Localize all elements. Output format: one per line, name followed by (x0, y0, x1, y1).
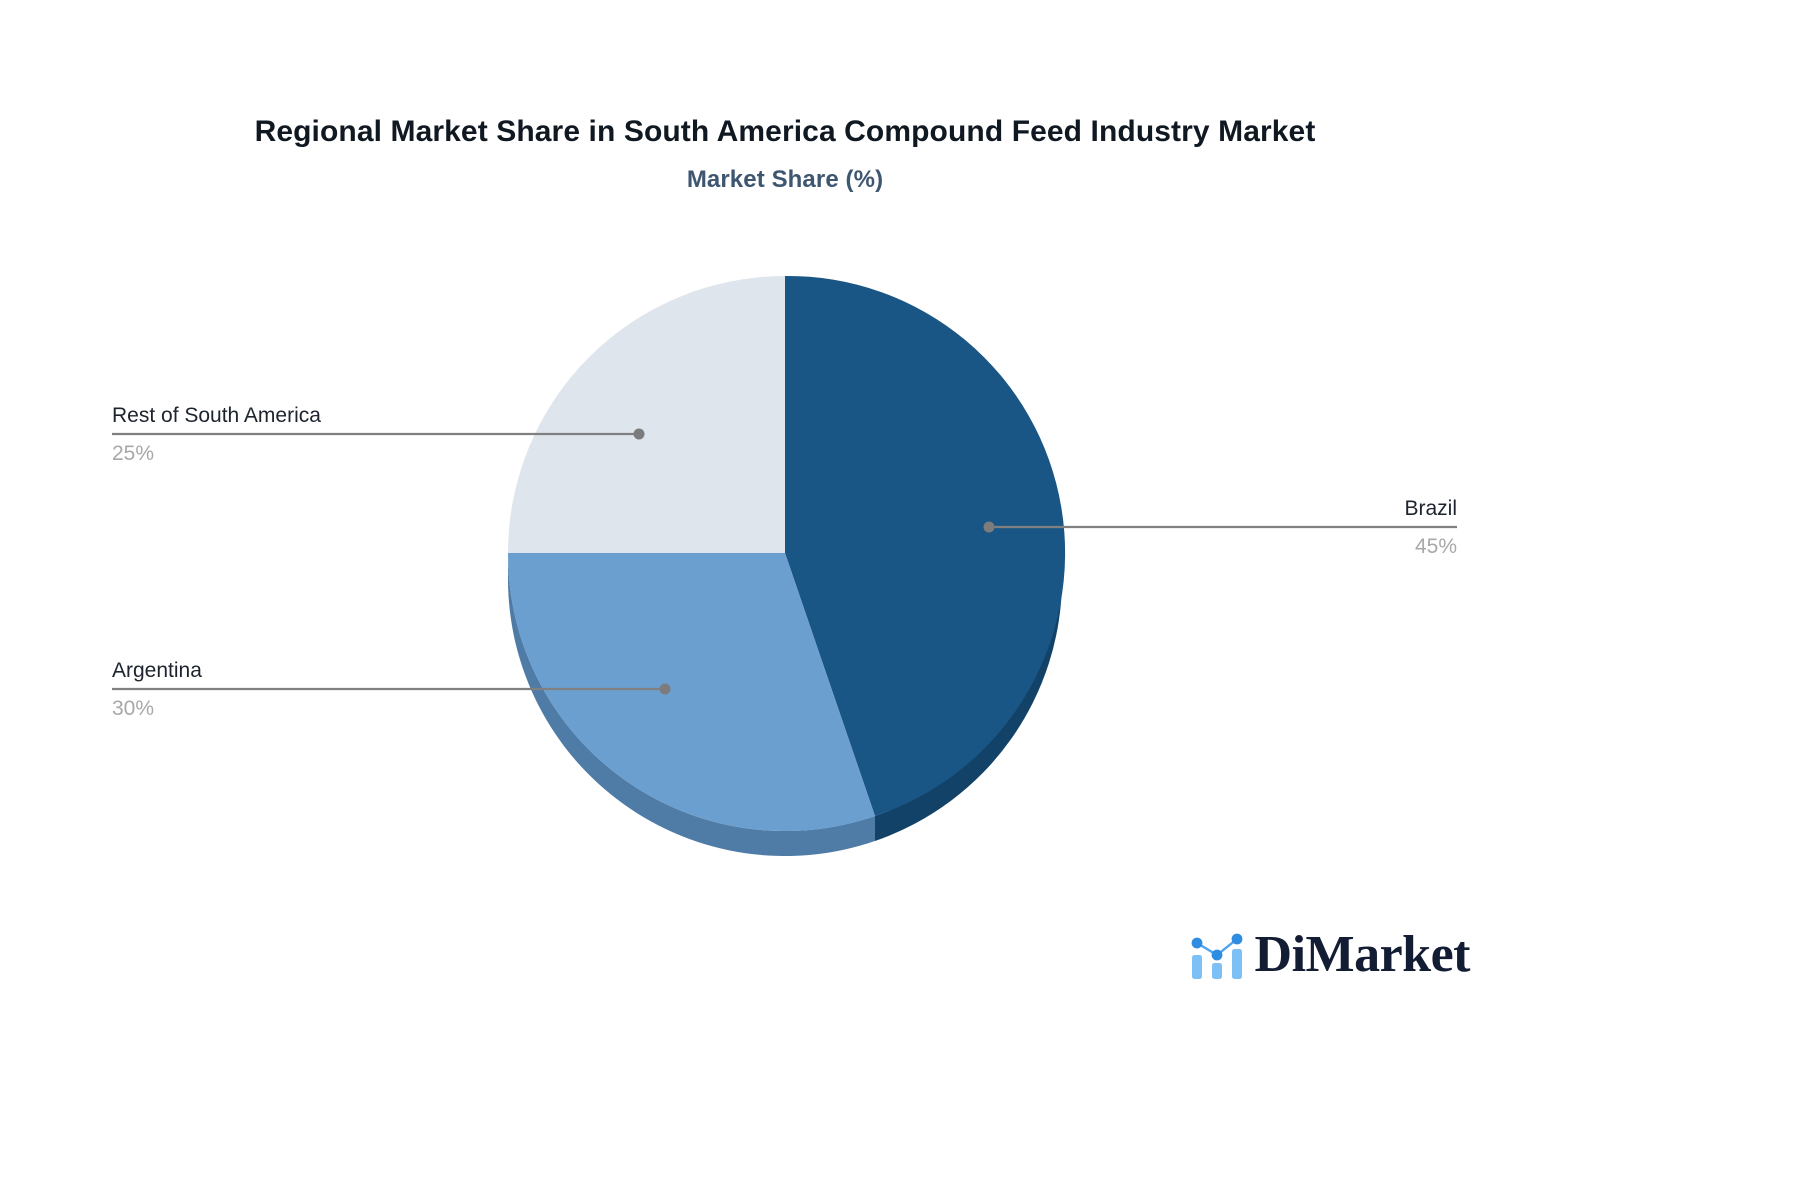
chart-subtitle: Market Share (%) (686, 166, 884, 193)
brand-logo: DiMarket (1189, 926, 1471, 983)
callout-value-rest-of-south-america: 25% (112, 442, 155, 465)
leader-dot-argentina (659, 683, 671, 695)
chart-title: Regional Market Share in South America C… (254, 115, 1316, 148)
callout-value-brazil: 45% (1414, 535, 1457, 558)
callout-brazil: Brazil 45% (1404, 495, 1457, 561)
slice-argentina[interactable] (507, 553, 875, 832)
leader-dot-brazil (983, 521, 995, 533)
slice-rest-of-south-america[interactable] (508, 276, 785, 553)
callout-argentina: Argentina 30% (112, 657, 202, 723)
leader-dot-rest-of-south-america (633, 428, 645, 440)
bar-chart-icon (1191, 933, 1242, 979)
callout-rest-of-south-america: Rest of South America 25% (112, 402, 321, 468)
callout-label-argentina: Argentina (112, 659, 202, 682)
slice-brazil[interactable] (785, 275, 1066, 816)
pie-top-layer (507, 275, 1066, 832)
leader-lines (112, 428, 1457, 695)
slice-depth-argentina (507, 553, 875, 857)
callout-value-argentina: 30% (112, 697, 155, 720)
callout-label-brazil: Brazil (1404, 497, 1457, 520)
callout-label-rest-of-south-america: Rest of South America (112, 404, 321, 427)
brand-logo-text: DiMarket (1254, 926, 1471, 983)
